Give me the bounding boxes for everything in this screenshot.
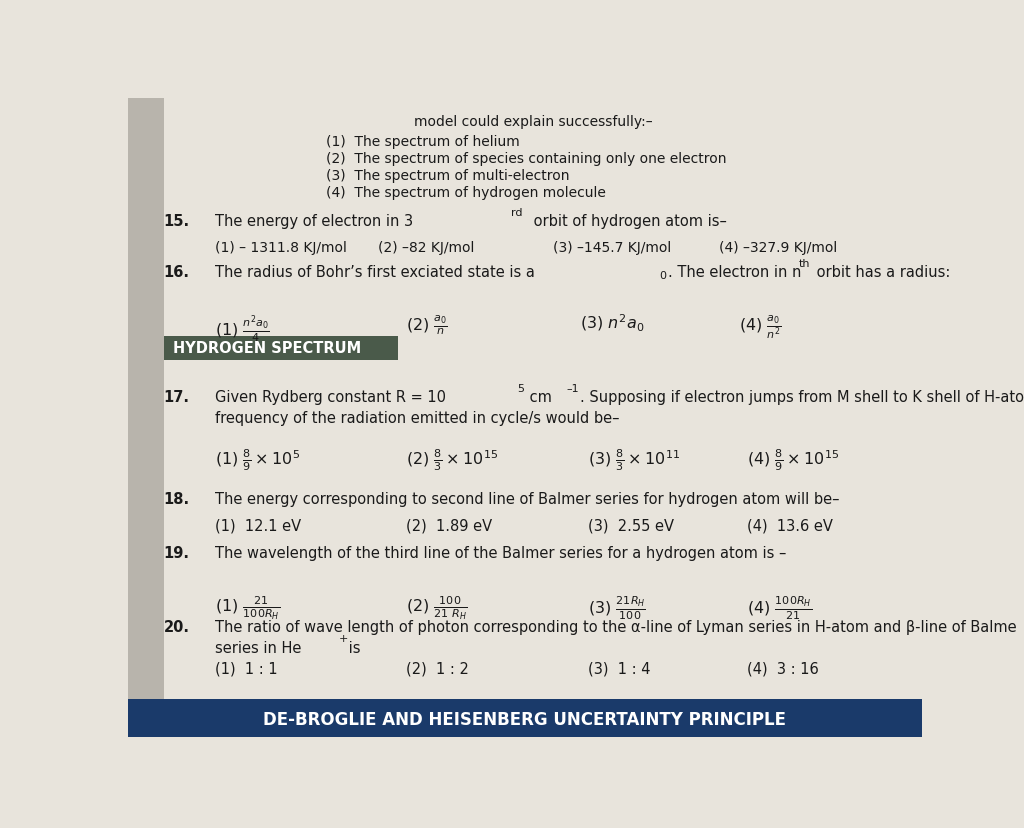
Text: 20.: 20. bbox=[164, 619, 189, 634]
Text: (1)  1 : 1: (1) 1 : 1 bbox=[215, 661, 278, 676]
Text: (1) $\frac{8}{9}\times10^5$: (1) $\frac{8}{9}\times10^5$ bbox=[215, 447, 300, 473]
Text: (1)  12.1 eV: (1) 12.1 eV bbox=[215, 518, 301, 533]
Text: (4)  3 : 16: (4) 3 : 16 bbox=[748, 661, 819, 676]
Text: (1)  The spectrum of helium: (1) The spectrum of helium bbox=[327, 134, 520, 148]
Bar bbox=[164, 336, 397, 361]
Text: The energy of electron in 3: The energy of electron in 3 bbox=[215, 214, 414, 229]
Text: model could explain successfully:–: model could explain successfully:– bbox=[414, 115, 652, 129]
Text: (3) $\frac{21R_H}{100}$: (3) $\frac{21R_H}{100}$ bbox=[588, 594, 646, 621]
Text: The energy corresponding to second line of Balmer series for hydrogen atom will : The energy corresponding to second line … bbox=[215, 492, 840, 507]
Bar bbox=[128, 699, 922, 737]
Text: (4) $\frac{a_0}{n^2}$: (4) $\frac{a_0}{n^2}$ bbox=[739, 313, 781, 340]
Text: (3) –145.7 KJ/mol: (3) –145.7 KJ/mol bbox=[553, 241, 671, 255]
Text: orbit has a radius:: orbit has a radius: bbox=[812, 265, 950, 280]
Text: (4) $\frac{8}{9}\times10^{15}$: (4) $\frac{8}{9}\times10^{15}$ bbox=[748, 447, 839, 473]
Text: series in He: series in He bbox=[215, 640, 302, 655]
Text: –1: –1 bbox=[566, 383, 579, 393]
Text: (1) – 1311.8 KJ/mol: (1) – 1311.8 KJ/mol bbox=[215, 241, 347, 255]
Text: 17.: 17. bbox=[164, 389, 189, 404]
Bar bbox=[128, 99, 164, 737]
Text: (2)  The spectrum of species containing only one electron: (2) The spectrum of species containing o… bbox=[327, 152, 727, 166]
Text: (1) $\frac{21}{100R_H}$: (1) $\frac{21}{100R_H}$ bbox=[215, 594, 281, 621]
Text: 0: 0 bbox=[659, 271, 667, 281]
Text: Given Rydberg constant R = 10: Given Rydberg constant R = 10 bbox=[215, 389, 446, 404]
Text: rd: rd bbox=[511, 208, 523, 218]
Text: (2) –82 KJ/mol: (2) –82 KJ/mol bbox=[378, 241, 474, 255]
Text: is: is bbox=[344, 640, 360, 655]
Text: (4) $\frac{100R_H}{21}$: (4) $\frac{100R_H}{21}$ bbox=[748, 594, 812, 621]
Text: 18.: 18. bbox=[164, 492, 189, 507]
Text: HYDROGEN SPECTRUM: HYDROGEN SPECTRUM bbox=[173, 340, 361, 355]
Text: (4) –327.9 KJ/mol: (4) –327.9 KJ/mol bbox=[719, 241, 838, 255]
Text: (2) $\frac{100}{21\ R_H}$: (2) $\frac{100}{21\ R_H}$ bbox=[406, 594, 467, 621]
Text: . The electron in n: . The electron in n bbox=[668, 265, 801, 280]
Text: orbit of hydrogen atom is–: orbit of hydrogen atom is– bbox=[528, 214, 727, 229]
Text: The radius of Bohr’s first exciated state is a: The radius of Bohr’s first exciated stat… bbox=[215, 265, 536, 280]
Text: (4)  The spectrum of hydrogen molecule: (4) The spectrum of hydrogen molecule bbox=[327, 186, 606, 200]
Text: (2)  1 : 2: (2) 1 : 2 bbox=[406, 661, 469, 676]
Text: 16.: 16. bbox=[164, 265, 189, 280]
Text: frequency of the radiation emitted in cycle/s would be–: frequency of the radiation emitted in cy… bbox=[215, 411, 620, 426]
Text: +: + bbox=[338, 633, 348, 643]
Text: (3)  1 : 4: (3) 1 : 4 bbox=[588, 661, 651, 676]
Text: 15.: 15. bbox=[164, 214, 189, 229]
Text: th: th bbox=[799, 259, 810, 269]
Text: DE-BROGLIE AND HEISENBERG UNCERTAINTY PRINCIPLE: DE-BROGLIE AND HEISENBERG UNCERTAINTY PR… bbox=[263, 710, 786, 728]
Text: (2) $\frac{8}{3}\times10^{15}$: (2) $\frac{8}{3}\times10^{15}$ bbox=[406, 447, 498, 473]
Text: cm: cm bbox=[524, 389, 552, 404]
Text: The wavelength of the third line of the Balmer series for a hydrogen atom is –: The wavelength of the third line of the … bbox=[215, 546, 786, 561]
Text: (3) $\frac{8}{3}\times10^{11}$: (3) $\frac{8}{3}\times10^{11}$ bbox=[588, 447, 680, 473]
Text: . Supposing if electron jumps from M shell to K shell of H-atom, the: . Supposing if electron jumps from M she… bbox=[581, 389, 1024, 404]
Text: The ratio of wave length of photon corresponding to the α-line of Lyman series i: The ratio of wave length of photon corre… bbox=[215, 619, 1017, 634]
Text: (2)  1.89 eV: (2) 1.89 eV bbox=[406, 518, 492, 533]
Text: 5: 5 bbox=[517, 383, 524, 393]
Text: (3) $n^2a_0$: (3) $n^2a_0$ bbox=[581, 313, 645, 334]
Text: 19.: 19. bbox=[164, 546, 189, 561]
Text: (3)  The spectrum of multi-electron: (3) The spectrum of multi-electron bbox=[327, 169, 570, 183]
Text: (3)  2.55 eV: (3) 2.55 eV bbox=[588, 518, 674, 533]
Text: (2) $\frac{a_0}{n}$: (2) $\frac{a_0}{n}$ bbox=[406, 313, 447, 336]
Text: (1) $\frac{n^2a_0}{4}$: (1) $\frac{n^2a_0}{4}$ bbox=[215, 313, 270, 344]
Text: (4)  13.6 eV: (4) 13.6 eV bbox=[748, 518, 833, 533]
